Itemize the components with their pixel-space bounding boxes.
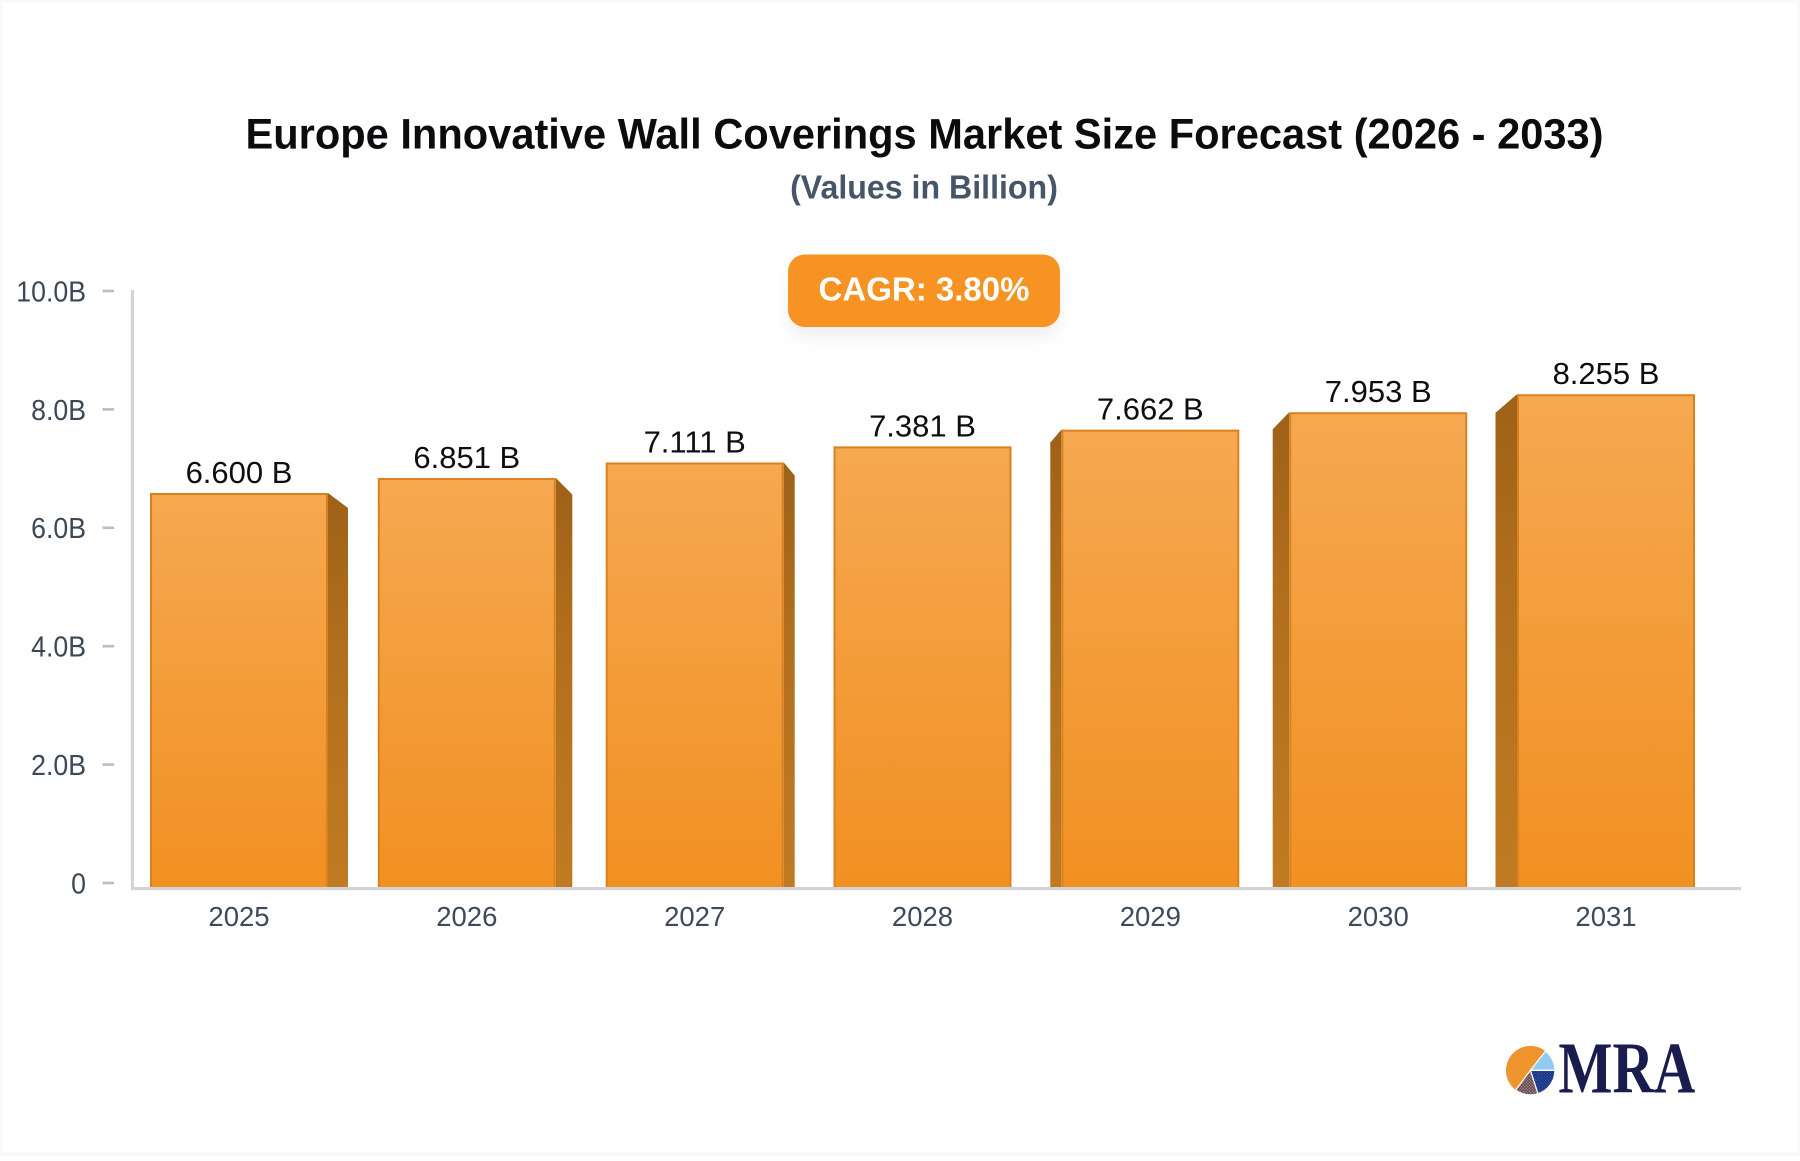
svg-text:8.255 B: 8.255 B <box>1553 356 1660 391</box>
svg-text:2.0B: 2.0B <box>31 749 86 781</box>
svg-text:6.0B: 6.0B <box>31 512 86 544</box>
svg-text:Europe Innovative Wall Coverin: Europe Innovative Wall Coverings Market … <box>246 110 1604 158</box>
svg-text:MRA: MRA <box>1558 1029 1695 1109</box>
svg-text:2026: 2026 <box>436 901 497 932</box>
svg-text:7.662 B: 7.662 B <box>1097 392 1204 427</box>
svg-text:7.111 B: 7.111 B <box>644 425 746 460</box>
svg-text:2030: 2030 <box>1348 901 1409 932</box>
svg-text:6.851 B: 6.851 B <box>413 440 520 475</box>
svg-text:CAGR: 3.80%: CAGR: 3.80% <box>819 271 1030 308</box>
svg-text:2031: 2031 <box>1575 901 1636 932</box>
svg-text:0: 0 <box>71 867 86 899</box>
svg-text:7.953 B: 7.953 B <box>1325 374 1432 409</box>
svg-text:8.0B: 8.0B <box>31 394 86 426</box>
svg-text:6.600 B: 6.600 B <box>186 455 293 490</box>
svg-text:4.0B: 4.0B <box>31 631 86 663</box>
svg-text:10.0B: 10.0B <box>16 275 86 307</box>
svg-text:2029: 2029 <box>1120 901 1181 932</box>
svg-text:7.381 B: 7.381 B <box>869 408 976 443</box>
svg-text:(Values in Billion): (Values in Billion) <box>790 169 1058 205</box>
svg-text:2028: 2028 <box>892 901 953 932</box>
svg-text:2027: 2027 <box>664 901 725 932</box>
svg-text:2025: 2025 <box>208 901 269 932</box>
